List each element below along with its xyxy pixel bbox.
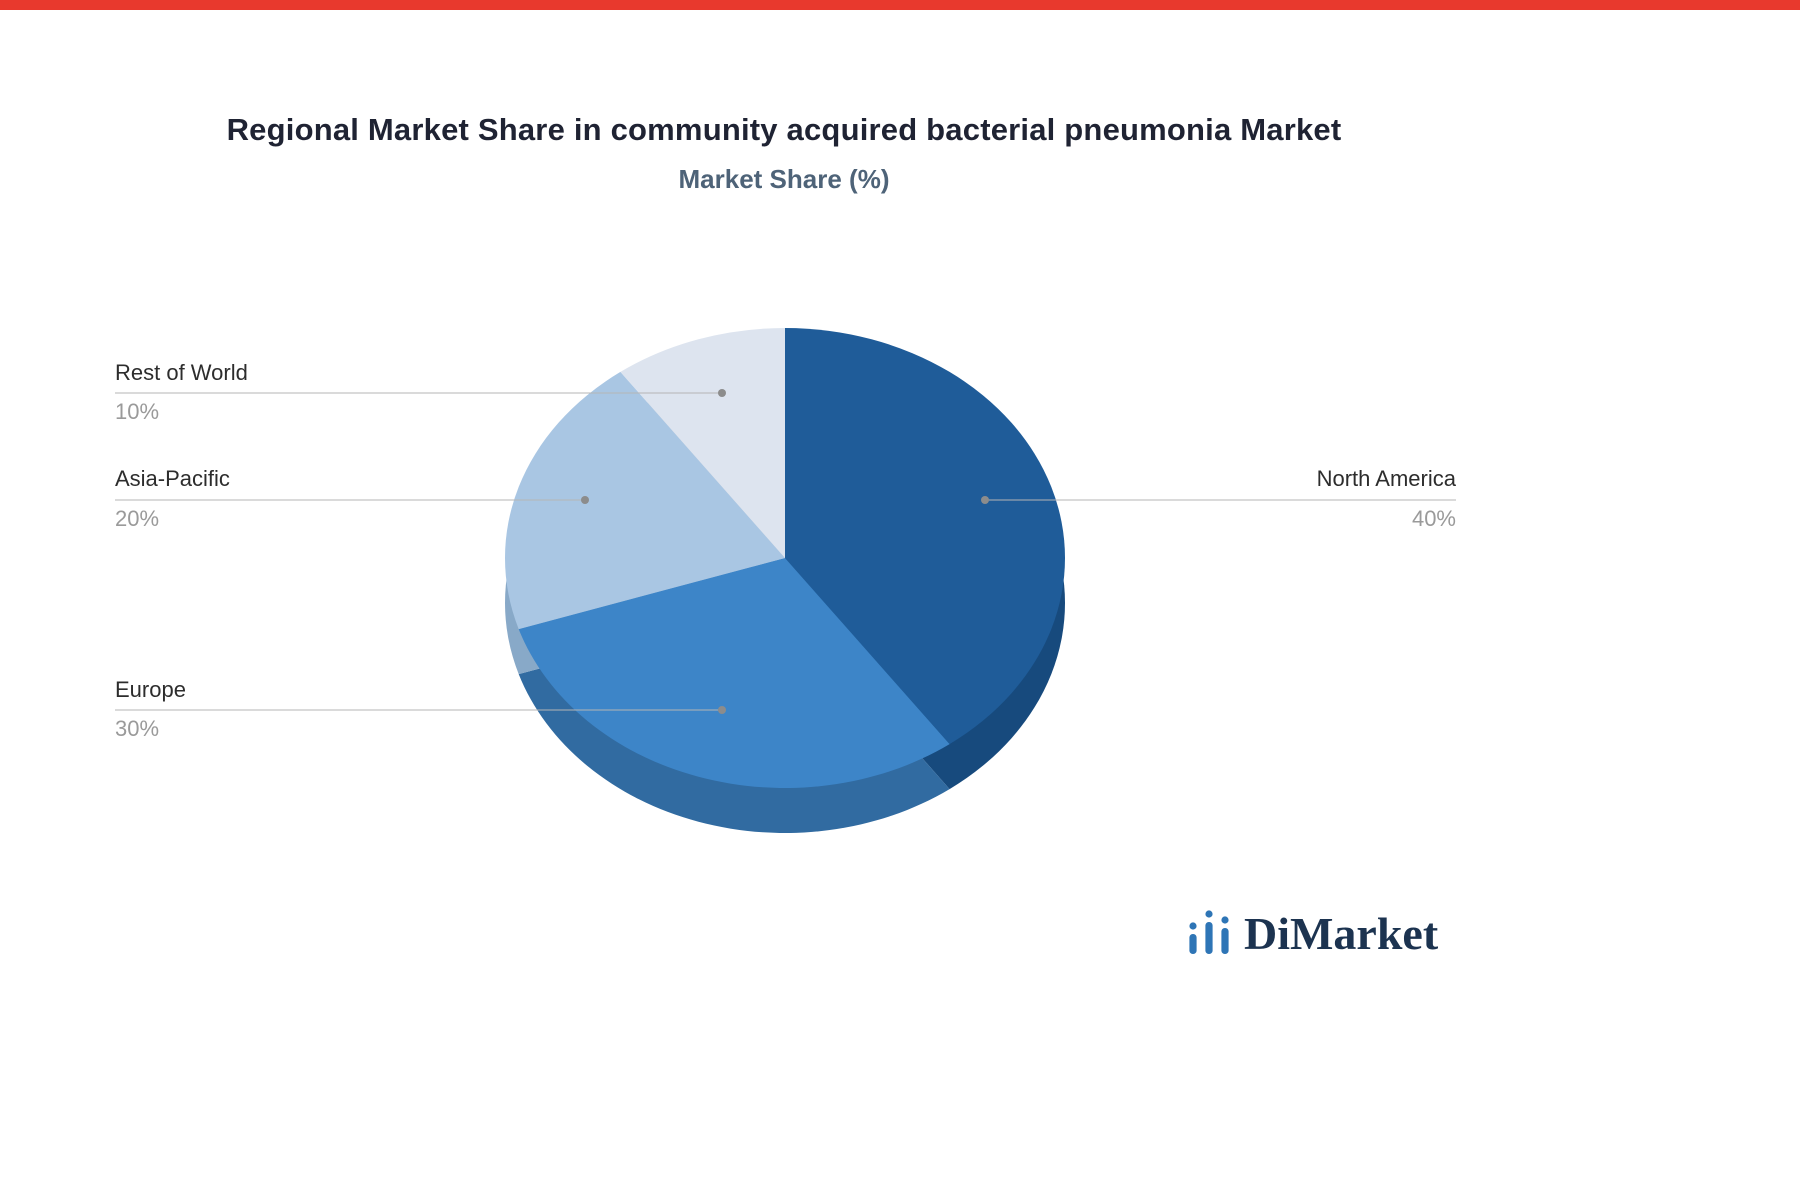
segment-value-north-america: 40% bbox=[1411, 506, 1456, 531]
pie-slices bbox=[505, 328, 1065, 789]
segment-label-europe: Europe bbox=[115, 677, 186, 702]
segment-value-europe: 30% bbox=[115, 716, 160, 741]
pie-slice-north-america bbox=[785, 328, 1065, 745]
segment-value-rest-of-world: 10% bbox=[115, 399, 160, 424]
chart-header: Regional Market Share in community acqui… bbox=[0, 112, 1568, 195]
leader-dot-north-america bbox=[981, 496, 989, 504]
top-accent-bar bbox=[0, 0, 1800, 10]
segment-label-asia-pacific: Asia-Pacific bbox=[115, 466, 230, 491]
chart-subtitle: Market Share (%) bbox=[678, 164, 890, 194]
leader-dot-europe bbox=[718, 706, 726, 714]
bar-chart-icon bbox=[1189, 910, 1229, 954]
dimarket-logo: DiMarket bbox=[1186, 903, 1438, 957]
dimarket-logo-text: DiMarket bbox=[1244, 908, 1439, 959]
segment-label-rest-of-world: Rest of World bbox=[115, 360, 248, 385]
segment-label-north-america: North America bbox=[1316, 466, 1456, 491]
pie-slice-europe bbox=[518, 558, 950, 789]
leader-dot-rest-of-world bbox=[718, 389, 726, 397]
segment-value-asia-pacific: 20% bbox=[115, 506, 160, 531]
leader-lines bbox=[115, 392, 1456, 711]
leader-dot-asia-pacific bbox=[581, 496, 589, 504]
leader-dots bbox=[581, 389, 989, 714]
chart-title: Regional Market Share in community acqui… bbox=[226, 112, 1342, 147]
pie-slice-rest-of-world bbox=[620, 328, 785, 558]
pie-slice-asia-pacific bbox=[505, 371, 785, 630]
